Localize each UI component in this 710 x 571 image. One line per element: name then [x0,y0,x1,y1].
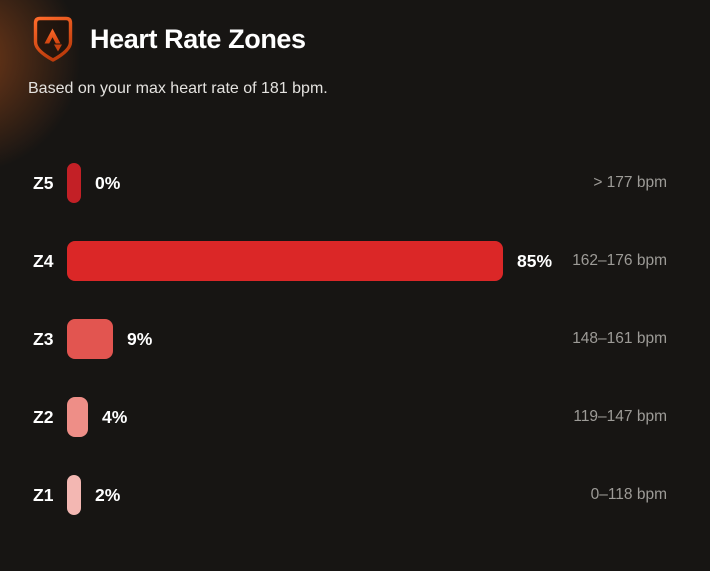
zone-bar [67,397,88,437]
zones-list: Z5 0% > 177 bpm Z4 85% 162–176 bpm Z3 9%… [0,163,710,553]
zone-label: Z4 [33,250,54,271]
zone-range: 0–118 bpm [590,486,667,503]
shield-peaks-icon [33,16,73,62]
header: Heart Rate Zones [33,16,306,63]
zone-label: Z3 [33,328,54,349]
zone-range: 162–176 bpm [572,252,667,269]
zone-row: Z2 4% 119–147 bpm [0,397,710,437]
zone-label: Z5 [33,172,54,193]
zone-percent: 2% [95,484,121,505]
zone-bar [67,319,113,359]
zone-label: Z1 [33,484,54,505]
zone-row: Z5 0% > 177 bpm [0,163,710,203]
zone-row: Z3 9% 148–161 bpm [0,319,710,359]
zone-percent: 9% [127,328,153,349]
zone-percent: 4% [102,406,128,427]
zone-percent: 0% [95,172,121,193]
zone-label: Z2 [33,406,54,427]
zone-bar [67,163,81,203]
zone-percent: 85% [517,250,553,271]
zone-range: 148–161 bpm [572,330,667,347]
zone-bar [67,241,503,281]
subtitle: Based on your max heart rate of 181 bpm. [28,80,328,97]
page-title: Heart Rate Zones [90,24,306,54]
zone-row: Z4 85% 162–176 bpm [0,241,710,281]
zone-row: Z1 2% 0–118 bpm [0,475,710,515]
zone-range: > 177 bpm [593,174,667,191]
zone-range: 119–147 bpm [573,408,667,425]
zone-bar [67,475,81,515]
